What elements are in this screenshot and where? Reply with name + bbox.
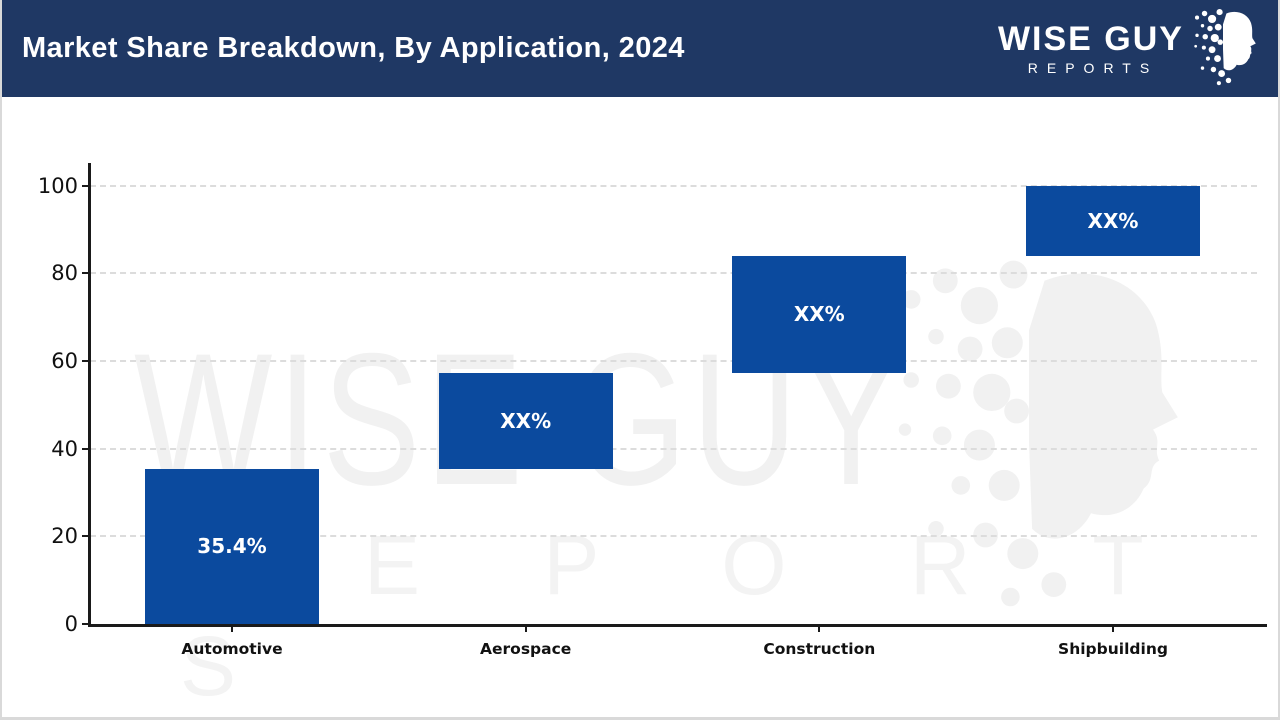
y-tick-80 bbox=[82, 272, 90, 275]
x-tick-construction bbox=[818, 624, 821, 632]
y-tick-label-80: 80 bbox=[51, 261, 78, 286]
y-tick-label-60: 60 bbox=[51, 348, 78, 373]
bar-value-label-aerospace: XX% bbox=[500, 408, 552, 433]
bar-shipbuilding: XX% bbox=[1026, 185, 1200, 256]
y-tick-label-40: 40 bbox=[51, 436, 78, 461]
dotted-face-logo-icon bbox=[1194, 8, 1256, 85]
y-tick-60 bbox=[82, 359, 90, 362]
x-axis-label-shipbuilding: Shipbuilding bbox=[1058, 640, 1168, 658]
y-axis-line bbox=[88, 163, 91, 626]
y-tick-100 bbox=[82, 184, 90, 187]
y-tick-label-20: 20 bbox=[51, 524, 78, 549]
wise-guy-logo: WISE GUY REPORTS bbox=[998, 8, 1260, 90]
watermark-dotted-face-icon bbox=[898, 260, 1178, 607]
y-tick-40 bbox=[82, 447, 90, 450]
x-tick-aerospace bbox=[524, 624, 527, 632]
x-tick-shipbuilding bbox=[1112, 624, 1114, 632]
x-axis-label-construction: Construction bbox=[763, 640, 876, 658]
y-tick-0 bbox=[82, 623, 90, 625]
gridline-20 bbox=[90, 535, 1257, 538]
gridline-60 bbox=[90, 359, 1257, 362]
page-title: Market Share Breakdown, By Application, … bbox=[22, 32, 685, 64]
gridline-80 bbox=[90, 272, 1257, 275]
bar-aerospace: XX% bbox=[438, 373, 613, 469]
x-axis-label-aerospace: Aerospace bbox=[480, 640, 572, 658]
x-axis-line bbox=[88, 624, 1267, 627]
chart-area: WISE GUY R E P O R T S 0 20 40 60 80 100 35.4%… bbox=[2, 97, 1278, 717]
bar-value-label-automotive: 35.4% bbox=[197, 534, 267, 559]
header-bar: Market Share Breakdown, By Application, … bbox=[2, 0, 1278, 97]
logo-subtitle: REPORTS bbox=[1027, 60, 1159, 76]
logo-text: WISE GUY REPORTS bbox=[998, 22, 1184, 75]
bar-automotive: 35.4% bbox=[145, 468, 319, 624]
x-tick-automotive bbox=[231, 624, 233, 632]
y-tick-label-0: 0 bbox=[64, 612, 78, 636]
watermark-subtitle: R E P O R T S bbox=[180, 518, 1193, 713]
bar-value-label-construction: XX% bbox=[793, 302, 845, 327]
bar-value-label-shipbuilding: XX% bbox=[1087, 208, 1139, 233]
gridline-40 bbox=[90, 447, 1257, 450]
y-tick-20 bbox=[82, 535, 90, 538]
y-tick-label-100: 100 bbox=[37, 173, 78, 198]
gridline-100 bbox=[90, 184, 1257, 187]
logo-wordmark: WISE GUY bbox=[997, 20, 1184, 58]
bar-construction: XX% bbox=[732, 255, 907, 374]
x-axis-label-automotive: Automotive bbox=[181, 640, 283, 658]
